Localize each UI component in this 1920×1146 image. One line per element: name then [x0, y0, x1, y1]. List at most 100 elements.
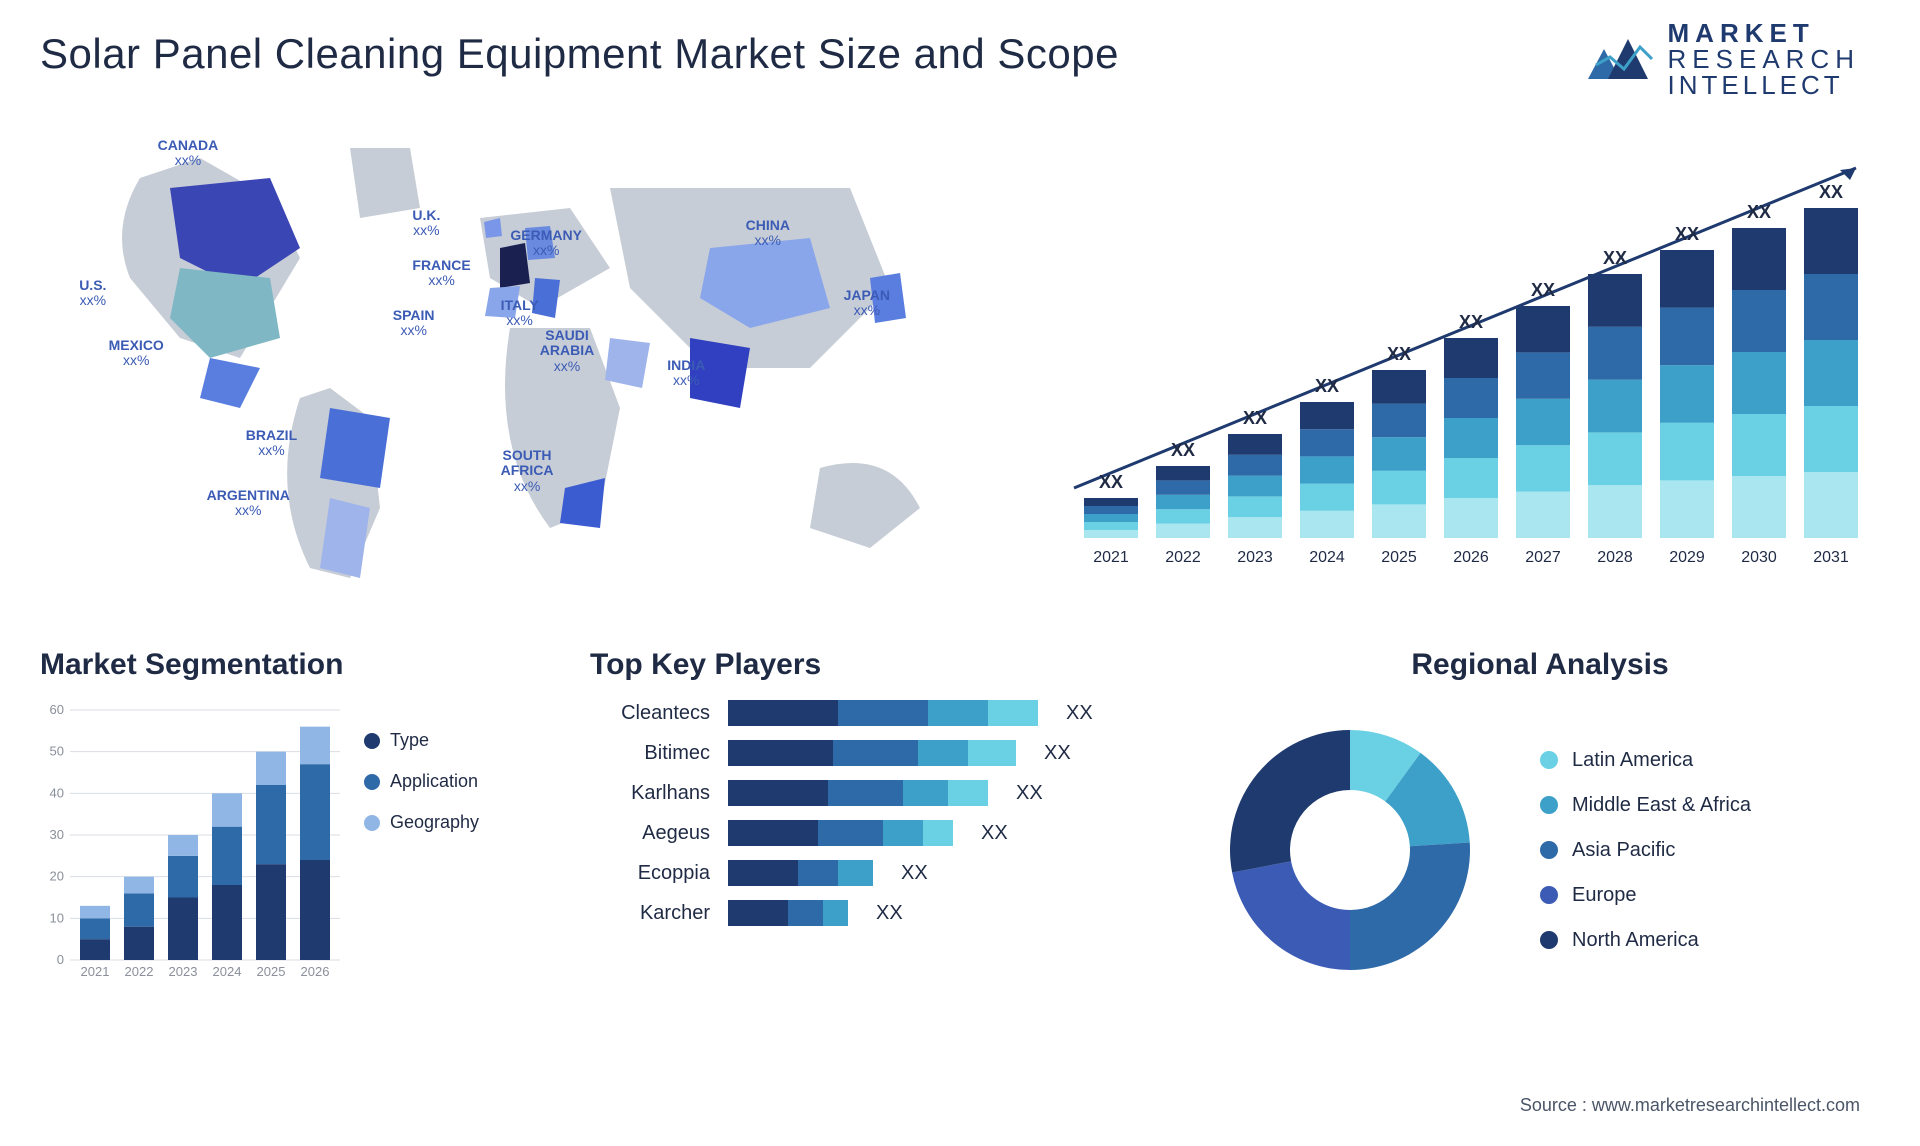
map-label: BRAZILxx%: [246, 428, 297, 459]
svg-text:2024: 2024: [213, 964, 242, 979]
svg-text:50: 50: [50, 744, 64, 759]
legend-item: Application: [364, 771, 479, 792]
legend-item: Latin America: [1540, 749, 1751, 772]
svg-text:40: 40: [50, 785, 64, 800]
legend-item: Middle East & Africa: [1540, 794, 1751, 817]
player-row: Karlhans XX: [590, 780, 1170, 806]
svg-text:2026: 2026: [1453, 549, 1489, 566]
svg-text:2021: 2021: [81, 964, 110, 979]
svg-text:XX: XX: [1243, 408, 1267, 428]
map-label: CHINAxx%: [746, 218, 790, 249]
legend-item: Type: [364, 730, 479, 751]
map-label: SOUTHAFRICAxx%: [501, 448, 554, 494]
map-label: U.K.xx%: [412, 208, 440, 239]
players-title: Top Key Players: [590, 648, 1170, 682]
map-label: SAUDIARABIAxx%: [540, 328, 594, 374]
segmentation-panel: Market Segmentation 0 10 20 30 40 50 60 2021 202…: [40, 648, 560, 1000]
player-row: Bitimec XX: [590, 740, 1170, 766]
segmentation-legend: Type Application Geography: [364, 700, 479, 980]
map-label: CANADAxx%: [158, 138, 219, 169]
player-value: XX: [901, 862, 928, 885]
players-panel: Top Key Players CleantecsXXBitimecXXKarl…: [590, 648, 1170, 1000]
regional-panel: Regional Analysis Latin America Middle Ea…: [1200, 648, 1880, 1000]
player-name: Bitimec: [590, 742, 710, 765]
regional-donut: [1200, 700, 1500, 1000]
map-label: SPAINxx%: [393, 308, 435, 339]
player-name: Karlhans: [590, 782, 710, 805]
svg-text:2026: 2026: [301, 964, 330, 979]
svg-text:XX: XX: [1603, 248, 1627, 268]
svg-text:XX: XX: [1459, 312, 1483, 332]
svg-text:2025: 2025: [1381, 549, 1417, 566]
map-label: FRANCExx%: [412, 258, 470, 289]
map-label: MEXICOxx%: [109, 338, 164, 369]
svg-text:2028: 2028: [1597, 549, 1633, 566]
player-bar: [728, 780, 988, 806]
player-name: Aegeus: [590, 822, 710, 845]
svg-text:10: 10: [50, 910, 64, 925]
player-value: XX: [1016, 782, 1043, 805]
svg-text:0: 0: [57, 952, 64, 967]
player-value: XX: [876, 902, 903, 925]
svg-text:2031: 2031: [1813, 549, 1849, 566]
player-bar: [728, 700, 1038, 726]
svg-text:XX: XX: [1531, 280, 1555, 300]
growth-chart: XX 2021 XX 2022 XX 2023 XX 2024 XX 2025 XX 2026 XX 20…: [1060, 108, 1880, 608]
player-row: Cleantecs XX: [590, 700, 1170, 726]
player-name: Karcher: [590, 902, 710, 925]
svg-text:20: 20: [50, 869, 64, 884]
svg-text:2025: 2025: [257, 964, 286, 979]
svg-text:2022: 2022: [1165, 549, 1201, 566]
regional-title: Regional Analysis: [1200, 648, 1880, 682]
logo-line2: RESEARCH: [1668, 46, 1860, 72]
segmentation-chart: 0 10 20 30 40 50 60 2021 2022 2023 2024 2025 2026: [40, 700, 340, 980]
svg-text:XX: XX: [1747, 202, 1771, 222]
svg-text:60: 60: [50, 702, 64, 717]
svg-text:XX: XX: [1819, 182, 1843, 202]
world-map: CANADAxx% U.S.xx% MEXICOxx% BRAZILxx% ARGENT…: [40, 108, 1020, 608]
logo-line3: INTELLECT: [1668, 72, 1860, 98]
logo-line1: MARKET: [1668, 20, 1860, 46]
legend-item: Europe: [1540, 884, 1751, 907]
svg-text:XX: XX: [1171, 440, 1195, 460]
player-bar: [728, 740, 1016, 766]
player-name: Cleantecs: [590, 702, 710, 725]
player-bar: [728, 820, 953, 846]
player-row: Ecoppia XX: [590, 860, 1170, 886]
logo: MARKET RESEARCH INTELLECT: [1586, 20, 1860, 98]
svg-text:2021: 2021: [1093, 549, 1129, 566]
svg-text:2027: 2027: [1525, 549, 1561, 566]
map-label: GERMANYxx%: [510, 228, 582, 259]
player-value: XX: [1044, 742, 1071, 765]
svg-text:2022: 2022: [125, 964, 154, 979]
svg-text:XX: XX: [1315, 376, 1339, 396]
segmentation-title: Market Segmentation: [40, 648, 560, 682]
regional-legend: Latin America Middle East & Africa Asia Pa…: [1540, 749, 1751, 952]
map-label: ITALYxx%: [501, 298, 539, 329]
svg-text:2023: 2023: [169, 964, 198, 979]
map-label: JAPANxx%: [844, 288, 890, 319]
svg-text:XX: XX: [1387, 344, 1411, 364]
source-text: Source : www.marketresearchintellect.com: [1520, 1095, 1860, 1116]
player-value: XX: [981, 822, 1008, 845]
map-label: ARGENTINAxx%: [207, 488, 290, 519]
svg-text:2023: 2023: [1237, 549, 1273, 566]
svg-text:XX: XX: [1099, 472, 1123, 492]
svg-text:30: 30: [50, 827, 64, 842]
map-label: U.S.xx%: [79, 278, 106, 309]
player-bar: [728, 900, 848, 926]
player-row: Karcher XX: [590, 900, 1170, 926]
map-label: INDIAxx%: [667, 358, 705, 389]
legend-item: Geography: [364, 812, 479, 833]
svg-text:XX: XX: [1675, 224, 1699, 244]
player-name: Ecoppia: [590, 862, 710, 885]
player-bar: [728, 860, 873, 886]
legend-item: Asia Pacific: [1540, 839, 1751, 862]
svg-text:2024: 2024: [1309, 549, 1345, 566]
logo-icon: [1586, 29, 1656, 89]
player-row: Aegeus XX: [590, 820, 1170, 846]
world-map-svg: [40, 108, 1020, 608]
svg-text:2029: 2029: [1669, 549, 1705, 566]
svg-text:2030: 2030: [1741, 549, 1777, 566]
player-value: XX: [1066, 702, 1093, 725]
